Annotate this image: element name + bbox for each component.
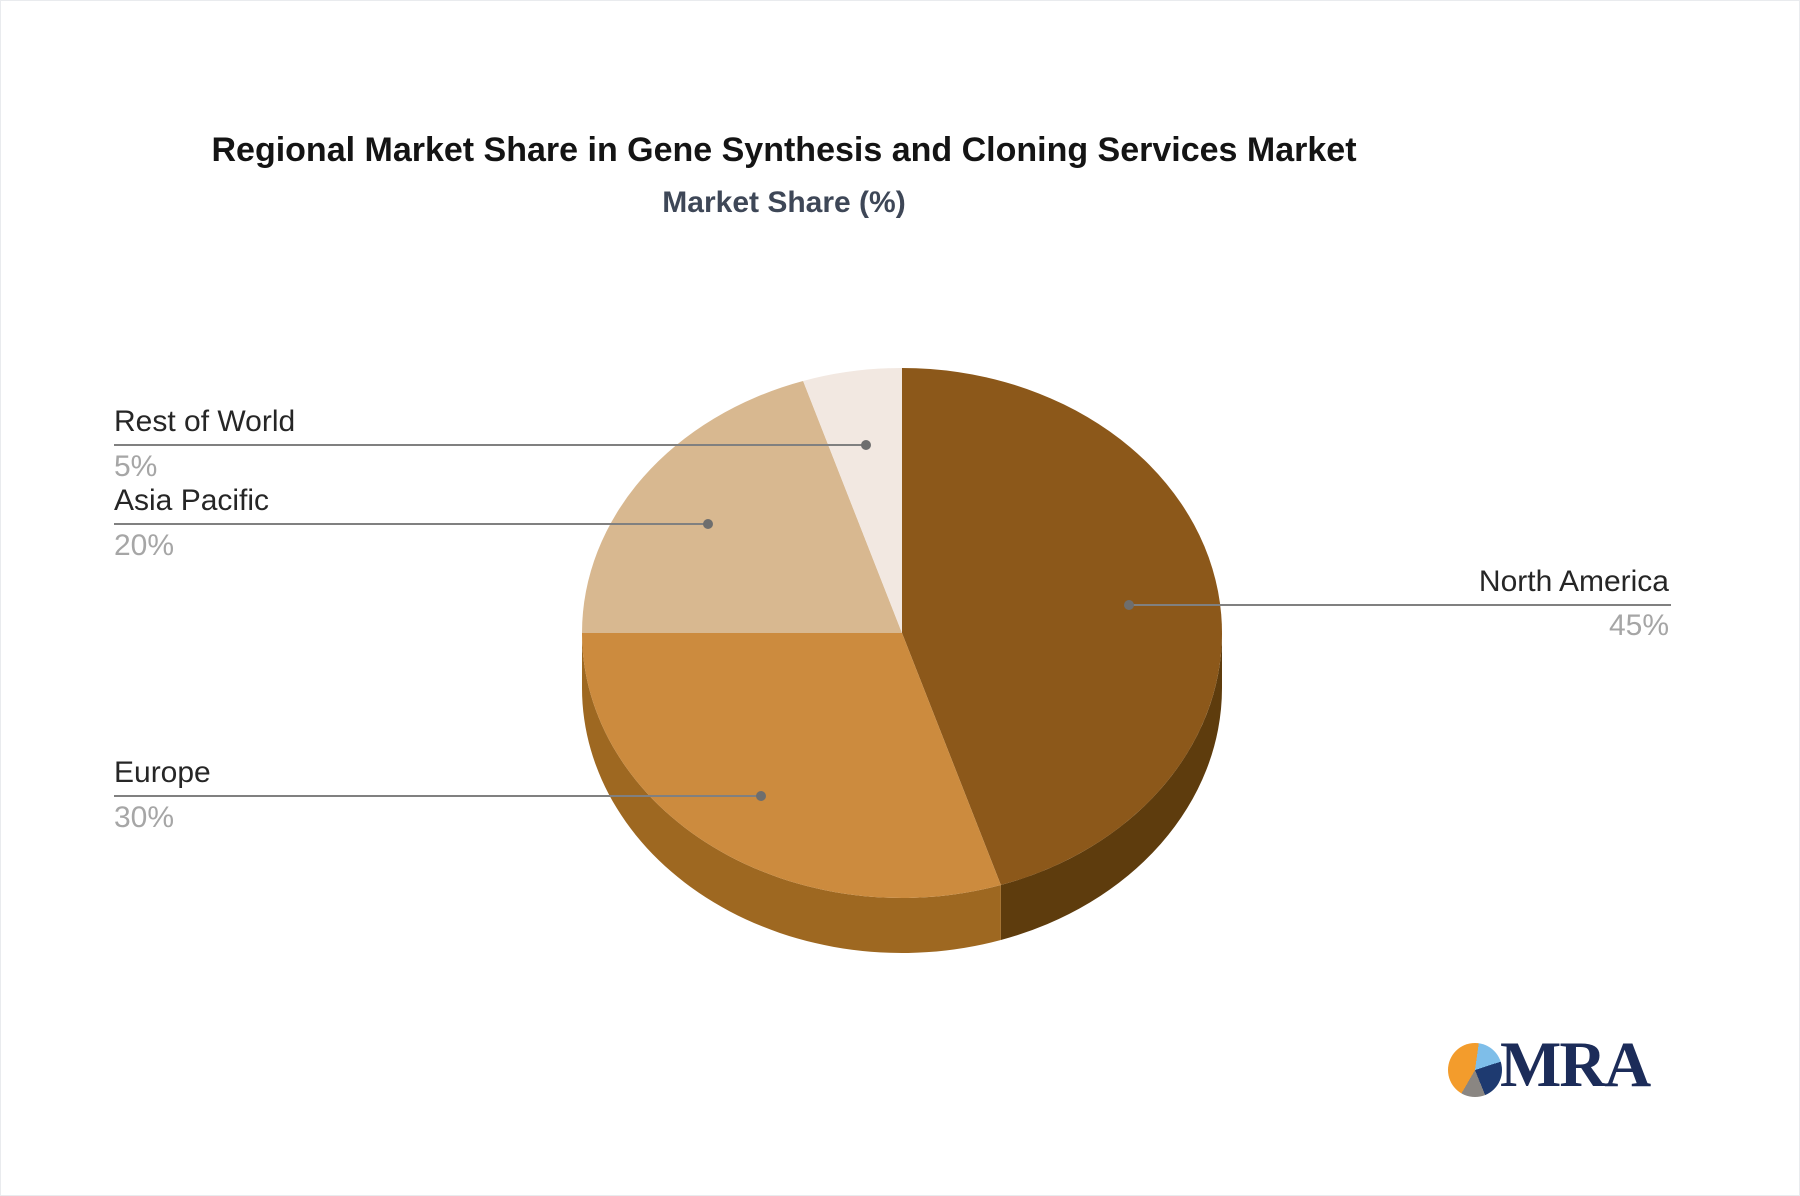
callout-value-asia-pacific: 20% [114,529,175,562]
leader-dot-rest-of-world [861,440,871,450]
callout-label-europe: Europe [114,756,211,789]
callout-value-rest-of-world: 5% [114,450,158,483]
callout-value-europe: 30% [114,801,175,834]
callout-value-north-america: 45% [1608,609,1669,642]
callout-label-asia-pacific: Asia Pacific [114,484,270,517]
pie-slice-top-3 [803,368,902,633]
leader-dot-europe [756,791,766,801]
brand-logo: MRA [1448,1033,1748,1103]
leader-dot-asia-pacific [703,519,713,529]
logo-text: MRA [1500,1029,1651,1101]
leader-dots [703,440,1134,801]
pie-slice-side-0 [1000,633,1222,941]
callout-label-rest-of-world: Rest of World [114,405,296,438]
pie-slice-side-1 [582,633,1001,954]
chart-title: Regional Market Share in Gene Synthesis … [211,131,1357,169]
pie-slice-top-0 [902,368,1223,886]
pie-slice-top-1 [582,633,1001,898]
chart-subtitle: Market Share (%) [662,186,906,219]
pie-group [582,368,1223,954]
pie-slice-top-2 [582,380,902,633]
logo-pie-icon [1448,1043,1502,1097]
callout-label-north-america: North America [1478,565,1669,598]
leader-lines [114,444,1671,797]
leader-dot-north-america [1124,600,1134,610]
